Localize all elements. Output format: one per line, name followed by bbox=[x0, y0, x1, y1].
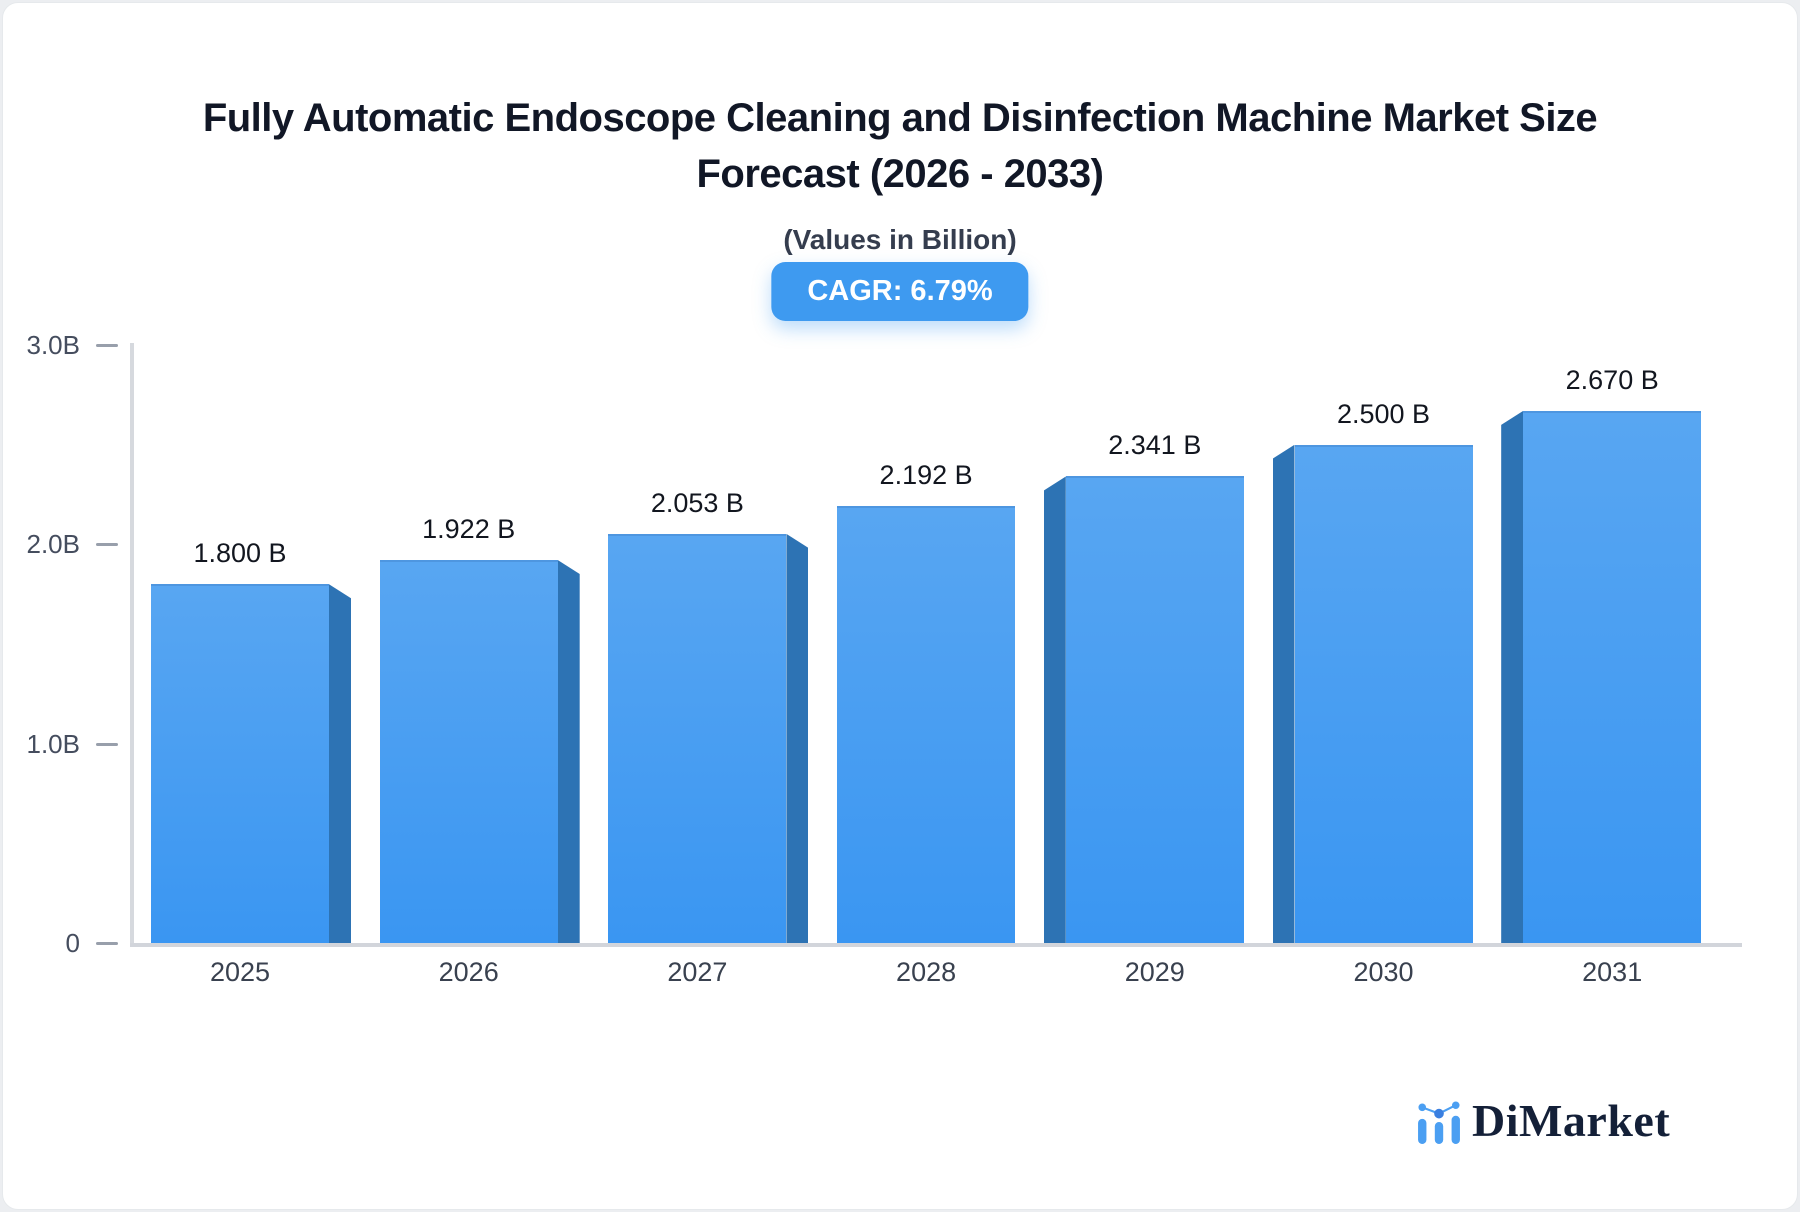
y-axis-tick bbox=[96, 344, 118, 348]
bar-value-label: 2.500 B bbox=[1336, 398, 1431, 429]
bar-side-2031 bbox=[1501, 410, 1524, 943]
y-axis-tick bbox=[96, 942, 118, 945]
bar-side-2025 bbox=[329, 584, 351, 943]
y-axis-line bbox=[130, 343, 134, 947]
chart-subtitle: (Values in Billion) bbox=[783, 224, 1017, 255]
y-axis-tick-label: 0 bbox=[65, 928, 80, 958]
y-axis-tick-label: 2.0B bbox=[26, 529, 81, 560]
x-axis-label: 2025 bbox=[209, 957, 271, 987]
x-axis-label: 2027 bbox=[667, 957, 728, 987]
bar-side-2029 bbox=[1043, 476, 1066, 943]
x-axis-label: 2028 bbox=[896, 957, 957, 987]
x-axis-line bbox=[130, 943, 1742, 947]
bar-2025[interactable] bbox=[151, 584, 329, 943]
bar-2026[interactable] bbox=[379, 559, 558, 943]
page-title-line2: Forecast (2026 - 2033) bbox=[696, 152, 1104, 196]
bar-2027[interactable] bbox=[608, 533, 787, 943]
bar-side-2026 bbox=[557, 559, 580, 943]
bar-2029[interactable] bbox=[1065, 476, 1244, 943]
bar-value-label: 2.053 B bbox=[650, 487, 744, 518]
bar-value-label: 1.922 B bbox=[422, 513, 516, 544]
x-axis-label: 2029 bbox=[1124, 957, 1185, 987]
y-axis-tick-label: 1.0B bbox=[26, 728, 81, 759]
bar-value-label: 1.800 B bbox=[193, 538, 287, 569]
page-title-line1: Fully Automatic Endoscope Cleaning and D… bbox=[202, 96, 1598, 140]
bar-value-label: 2.670 B bbox=[1565, 364, 1659, 395]
bar-side-2027 bbox=[786, 533, 809, 943]
bar-side-2030 bbox=[1272, 444, 1295, 943]
y-axis-tick bbox=[96, 742, 118, 746]
bar-2030[interactable] bbox=[1294, 444, 1473, 943]
bar-value-label: 2.341 B bbox=[1108, 430, 1202, 461]
y-axis-tick bbox=[96, 543, 118, 547]
bar-line-chart-icon bbox=[1418, 1101, 1460, 1144]
dimarket-logo-text: DiMarket bbox=[1472, 1095, 1671, 1146]
bar-2028[interactable] bbox=[837, 506, 1016, 943]
x-axis-label: 2031 bbox=[1582, 957, 1643, 987]
y-axis-tick-label: 3.0B bbox=[26, 330, 81, 361]
bar-2031[interactable] bbox=[1523, 410, 1702, 943]
cagr-badge: CAGR: 6.79% bbox=[771, 262, 1029, 321]
x-axis-label: 2026 bbox=[438, 957, 499, 987]
bar-value-label: 2.192 B bbox=[879, 460, 973, 491]
x-axis-label: 2030 bbox=[1353, 957, 1414, 987]
dimarket-logo: DiMarket bbox=[1418, 1098, 1670, 1144]
